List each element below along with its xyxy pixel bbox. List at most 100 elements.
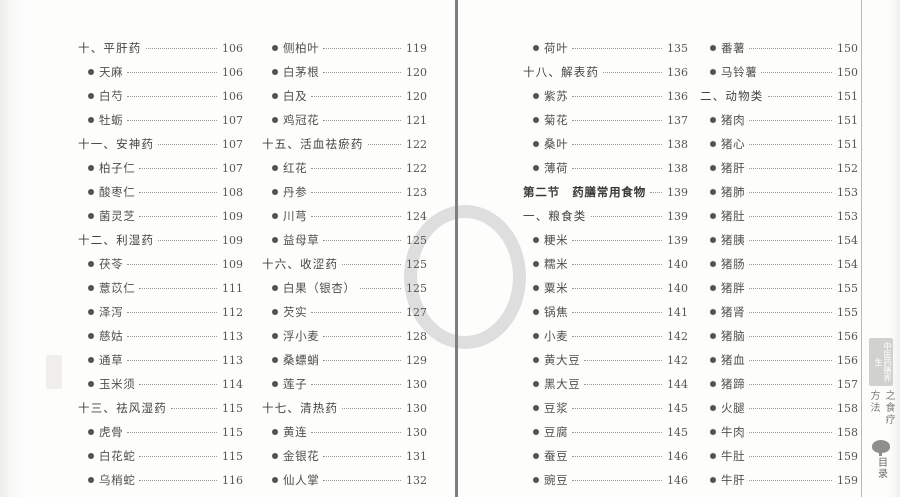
toc-entry[interactable]: 川芎 124 xyxy=(262,208,427,232)
side-thumb-tab[interactable]: 中医药膳养生 之食疗方法 目录 xyxy=(864,338,898,490)
bullet-icon xyxy=(88,285,94,291)
toc-entry[interactable]: 桑螵蛸 129 xyxy=(262,352,427,376)
toc-entry[interactable]: 十一、安神药 107 xyxy=(78,136,243,160)
toc-entry[interactable]: 薏苡仁 111 xyxy=(78,280,243,304)
toc-entry[interactable]: 浮小麦 128 xyxy=(262,328,427,352)
toc-entry[interactable]: 十三、祛风湿药 115 xyxy=(78,400,243,424)
toc-entry[interactable]: 粳米 139 xyxy=(523,232,688,256)
toc-entry-page-number: 151 xyxy=(837,90,858,103)
toc-entry-label: 猪胰 xyxy=(721,233,746,247)
toc-entry[interactable]: 豆腐 145 xyxy=(523,424,688,448)
toc-entry[interactable]: 猪肉 151 xyxy=(700,112,858,136)
toc-entry[interactable]: 猪血 156 xyxy=(700,352,858,376)
toc-entry[interactable]: 猪肾 155 xyxy=(700,304,858,328)
dot-leader xyxy=(749,216,832,217)
toc-entry[interactable]: 菌灵芝 109 xyxy=(78,208,243,232)
toc-entry[interactable]: 牛肉 158 xyxy=(700,424,858,448)
toc-entry[interactable]: 天麻 106 xyxy=(78,64,243,88)
toc-entry[interactable]: 茯苓 109 xyxy=(78,256,243,280)
toc-entry[interactable]: 金银花 131 xyxy=(262,448,427,472)
toc-entry[interactable]: 猪胰 154 xyxy=(700,232,858,256)
toc-entry[interactable]: 火腿 158 xyxy=(700,400,858,424)
toc-entry[interactable]: 慈姑 113 xyxy=(78,328,243,352)
toc-entry[interactable]: 牛肚 159 xyxy=(700,448,858,472)
toc-entry[interactable]: 鸡冠花 121 xyxy=(262,112,427,136)
dot-leader xyxy=(749,192,832,193)
toc-entry[interactable]: 猪胖 155 xyxy=(700,280,858,304)
toc-entry[interactable]: 十、平肝药 106 xyxy=(78,40,243,64)
toc-entry[interactable]: 十六、收涩药 125 xyxy=(262,256,427,280)
toc-entry[interactable]: 猪蹄 157 xyxy=(700,376,858,400)
bullet-icon xyxy=(88,69,94,75)
toc-entry-page-number: 158 xyxy=(837,402,858,415)
toc-entry[interactable]: 白茅根 120 xyxy=(262,64,427,88)
toc-entry[interactable]: 猪肠 154 xyxy=(700,256,858,280)
dot-leader xyxy=(572,456,662,457)
toc-entry-label: 红花 xyxy=(283,161,308,175)
toc-entry[interactable]: 豆浆 145 xyxy=(523,400,688,424)
toc-entry[interactable]: 十五、活血祛瘀药 122 xyxy=(262,136,427,160)
toc-entry[interactable]: 蚕豆 146 xyxy=(523,448,688,472)
toc-entry[interactable]: 十二、利湿药 109 xyxy=(78,232,243,256)
toc-entry[interactable]: 侧柏叶 119 xyxy=(262,40,427,64)
dot-leader xyxy=(323,456,401,457)
toc-entry[interactable]: 白及 120 xyxy=(262,88,427,112)
toc-entry[interactable]: 粟米 140 xyxy=(523,280,688,304)
toc-entry[interactable]: 一、粮食类 139 xyxy=(523,208,688,232)
toc-entry[interactable]: 紫苏 136 xyxy=(523,88,688,112)
toc-entry[interactable]: 菊花 137 xyxy=(523,112,688,136)
toc-entry-page-number: 142 xyxy=(667,354,688,367)
toc-entry[interactable]: 二、动物类 151 xyxy=(700,88,858,112)
toc-entry[interactable]: 荷叶 135 xyxy=(523,40,688,64)
toc-entry[interactable]: 猪肝 152 xyxy=(700,160,858,184)
toc-entry[interactable]: 十八、解表药 136 xyxy=(523,64,688,88)
toc-entry[interactable]: 猪脑 156 xyxy=(700,328,858,352)
dot-leader xyxy=(367,144,401,145)
toc-entry-label: 猪肠 xyxy=(721,257,746,271)
toc-entry[interactable]: 十七、清热药 130 xyxy=(262,400,427,424)
bullet-icon xyxy=(533,237,539,243)
toc-entry[interactable]: 猪肚 153 xyxy=(700,208,858,232)
toc-entry[interactable]: 益母草 125 xyxy=(262,232,427,256)
toc-entry[interactable]: 酸枣仁 108 xyxy=(78,184,243,208)
toc-entry[interactable]: 猪肺 153 xyxy=(700,184,858,208)
toc-entry-page-number: 146 xyxy=(667,450,688,463)
toc-entry[interactable]: 豌豆 146 xyxy=(523,472,688,496)
toc-entry[interactable]: 白果（银杏） 125 xyxy=(262,280,427,304)
toc-entry[interactable]: 通草 113 xyxy=(78,352,243,376)
toc-entry[interactable]: 锅焦 141 xyxy=(523,304,688,328)
toc-entry[interactable]: 丹参 123 xyxy=(262,184,427,208)
toc-entry[interactable]: 番薯 150 xyxy=(700,40,858,64)
toc-entry-label: 十、平肝药 xyxy=(78,41,142,55)
toc-entry[interactable]: 猪心 151 xyxy=(700,136,858,160)
toc-entry-page-number: 144 xyxy=(667,378,688,391)
toc-entry[interactable]: 牡蛎 107 xyxy=(78,112,243,136)
bullet-icon xyxy=(272,117,278,123)
toc-entry[interactable]: 第二节 药膳常用食物 139 xyxy=(523,184,688,208)
toc-entry[interactable]: 糯米 140 xyxy=(523,256,688,280)
toc-entry[interactable]: 黄连 130 xyxy=(262,424,427,448)
toc-entry[interactable]: 红花 122 xyxy=(262,160,427,184)
toc-entry[interactable]: 仙人掌 132 xyxy=(262,472,427,496)
toc-entry[interactable]: 玉米须 114 xyxy=(78,376,243,400)
toc-entry[interactable]: 马铃薯 150 xyxy=(700,64,858,88)
toc-entry[interactable]: 虎骨 115 xyxy=(78,424,243,448)
dot-leader xyxy=(139,480,217,481)
toc-entry[interactable]: 白芍 106 xyxy=(78,88,243,112)
dot-leader xyxy=(749,120,832,121)
toc-entry[interactable]: 小麦 142 xyxy=(523,328,688,352)
toc-entry-label: 粳米 xyxy=(544,233,569,247)
toc-entry[interactable]: 柏子仁 107 xyxy=(78,160,243,184)
dot-leader xyxy=(749,168,832,169)
toc-entry[interactable]: 薄荷 138 xyxy=(523,160,688,184)
toc-entry[interactable]: 黄大豆 142 xyxy=(523,352,688,376)
toc-entry[interactable]: 桑叶 138 xyxy=(523,136,688,160)
toc-entry[interactable]: 白花蛇 115 xyxy=(78,448,243,472)
toc-entry[interactable]: 芡实 127 xyxy=(262,304,427,328)
toc-entry[interactable]: 乌梢蛇 116 xyxy=(78,472,243,496)
toc-entry[interactable]: 泽泻 112 xyxy=(78,304,243,328)
toc-entry[interactable]: 牛肝 159 xyxy=(700,472,858,496)
toc-entry[interactable]: 莲子 130 xyxy=(262,376,427,400)
toc-entry[interactable]: 黑大豆 144 xyxy=(523,376,688,400)
